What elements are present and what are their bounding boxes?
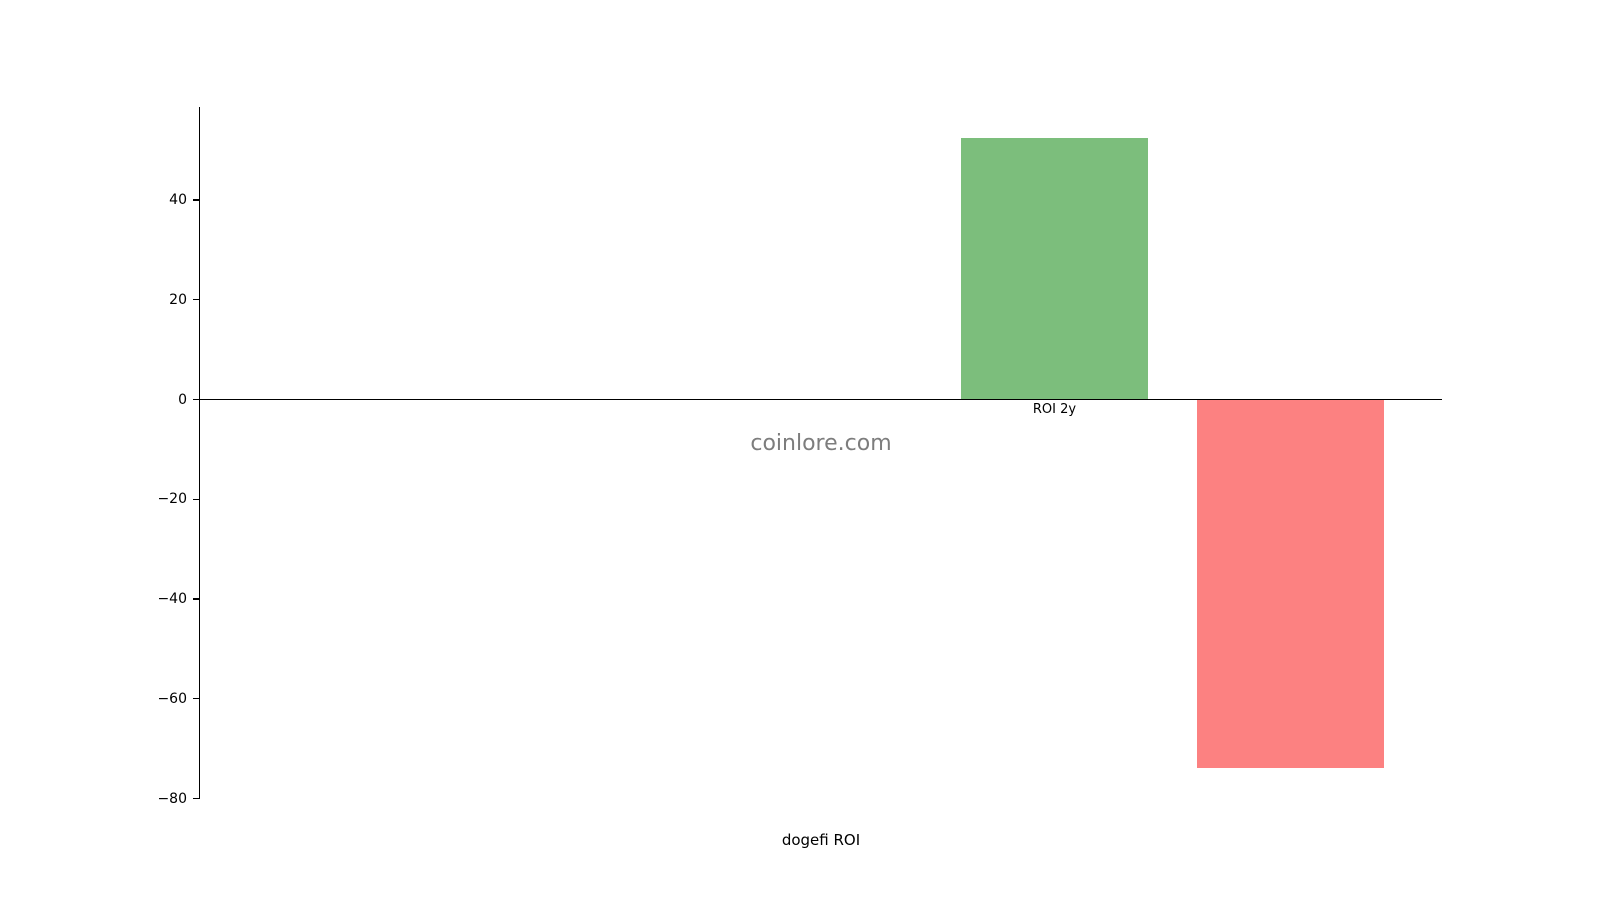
y-tick-label: 20 <box>169 291 187 308</box>
y-tick-label: 40 <box>169 192 187 208</box>
y-tick-mark <box>193 398 200 401</box>
y-tick-label: −80 <box>157 790 187 807</box>
x-axis-title: dogefi ROI <box>781 831 861 849</box>
x-category-label: ROI 2y <box>1032 401 1077 417</box>
bar-roi-2y <box>961 138 1148 400</box>
bar-unlabeled-1 <box>1197 399 1384 769</box>
y-axis-spine <box>199 107 201 799</box>
x-axis-zero-line <box>199 398 1442 401</box>
y-tick-mark <box>193 598 200 600</box>
y-tick-mark <box>193 299 200 301</box>
y-tick-label: −40 <box>157 591 187 607</box>
y-tick-mark <box>193 698 200 700</box>
y-tick-mark <box>193 199 200 201</box>
y-tick-label: −60 <box>157 690 187 707</box>
watermark: coinlore.com <box>750 431 892 456</box>
y-tick-mark <box>193 498 200 500</box>
y-tick-label: 0 <box>178 391 187 408</box>
y-tick-label: −20 <box>157 491 187 508</box>
y-tick-mark <box>193 797 200 800</box>
